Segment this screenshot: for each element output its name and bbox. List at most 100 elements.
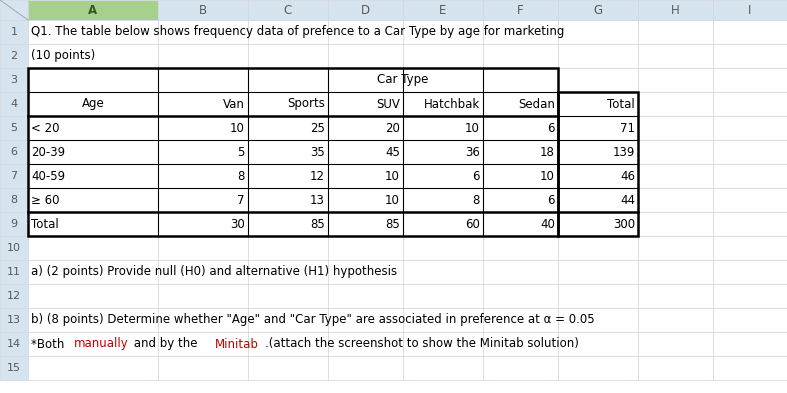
Text: 12: 12 [310, 169, 325, 182]
Bar [328, 236, 403, 260]
Bar [483, 188, 558, 212]
Bar [158, 188, 248, 212]
Text: 10: 10 [385, 193, 400, 206]
Bar [483, 44, 558, 68]
Bar [158, 260, 248, 284]
Text: 25: 25 [310, 121, 325, 134]
Bar [558, 308, 638, 332]
Bar [403, 356, 483, 380]
Text: 18: 18 [540, 145, 555, 158]
Text: 14: 14 [7, 339, 21, 349]
Bar [558, 188, 638, 212]
Bar [403, 188, 483, 212]
Text: Q1. The table below shows frequency data of prefence to a Car Type by age for ma: Q1. The table below shows frequency data… [31, 26, 564, 39]
Bar [713, 164, 787, 188]
Bar [0, 116, 28, 140]
Bar [248, 116, 328, 140]
Bar [248, 332, 328, 356]
Bar [638, 356, 713, 380]
Bar [638, 68, 713, 92]
Bar [713, 44, 787, 68]
Text: 85: 85 [386, 217, 400, 231]
Text: Total: Total [31, 217, 59, 231]
Bar [713, 260, 787, 284]
Text: 8: 8 [473, 193, 480, 206]
Bar [28, 116, 158, 140]
Text: Van: Van [224, 97, 245, 110]
Bar [483, 356, 558, 380]
Bar [328, 20, 403, 44]
Text: A: A [88, 4, 98, 17]
Bar [403, 44, 483, 68]
Text: < 20: < 20 [31, 121, 60, 134]
Bar [248, 212, 328, 236]
Bar [558, 68, 638, 92]
Text: Total: Total [608, 97, 635, 110]
Text: 71: 71 [620, 121, 635, 134]
Bar [403, 284, 483, 308]
Bar [28, 212, 158, 236]
Bar [483, 284, 558, 308]
Text: 15: 15 [7, 363, 21, 373]
Bar [28, 0, 158, 20]
Bar [558, 0, 638, 20]
Text: 7: 7 [238, 193, 245, 206]
Bar [638, 308, 713, 332]
Text: 20-39: 20-39 [31, 145, 65, 158]
Bar [638, 188, 713, 212]
Bar [158, 212, 248, 236]
Bar [0, 188, 28, 212]
Bar [403, 140, 483, 164]
Text: 60: 60 [465, 217, 480, 231]
Text: 35: 35 [310, 145, 325, 158]
Bar [328, 356, 403, 380]
Bar [483, 0, 558, 20]
Bar [328, 116, 403, 140]
Bar [558, 260, 638, 284]
Bar [638, 0, 713, 20]
Bar [713, 140, 787, 164]
Bar [248, 92, 328, 116]
Text: 5: 5 [238, 145, 245, 158]
Bar [28, 68, 158, 92]
Bar [28, 140, 158, 164]
Bar [483, 116, 558, 140]
Bar [0, 44, 28, 68]
Bar [28, 236, 158, 260]
Bar [0, 332, 28, 356]
Bar [328, 260, 403, 284]
Bar [0, 140, 28, 164]
Bar [558, 92, 638, 116]
Text: E: E [439, 4, 447, 17]
Text: 44: 44 [620, 193, 635, 206]
Bar [0, 260, 28, 284]
Bar [638, 284, 713, 308]
Bar [158, 332, 248, 356]
Text: 6: 6 [548, 193, 555, 206]
Bar [328, 0, 403, 20]
Text: B: B [199, 4, 207, 17]
Text: 10: 10 [230, 121, 245, 134]
Text: 40: 40 [540, 217, 555, 231]
Bar [403, 164, 483, 188]
Bar [713, 116, 787, 140]
Text: D: D [361, 4, 370, 17]
Bar [248, 308, 328, 332]
Text: 46: 46 [620, 169, 635, 182]
Bar [713, 68, 787, 92]
Bar [28, 332, 158, 356]
Bar [0, 212, 28, 236]
Bar [558, 356, 638, 380]
Bar [713, 188, 787, 212]
Text: 9: 9 [10, 219, 17, 229]
Text: 300: 300 [613, 217, 635, 231]
Bar [638, 140, 713, 164]
Bar [403, 236, 483, 260]
Bar [248, 188, 328, 212]
Bar [248, 68, 328, 92]
Text: Hatchbak: Hatchbak [423, 97, 480, 110]
Text: I: I [748, 4, 752, 17]
Text: 2: 2 [10, 51, 17, 61]
Bar [403, 68, 483, 92]
Bar [328, 164, 403, 188]
